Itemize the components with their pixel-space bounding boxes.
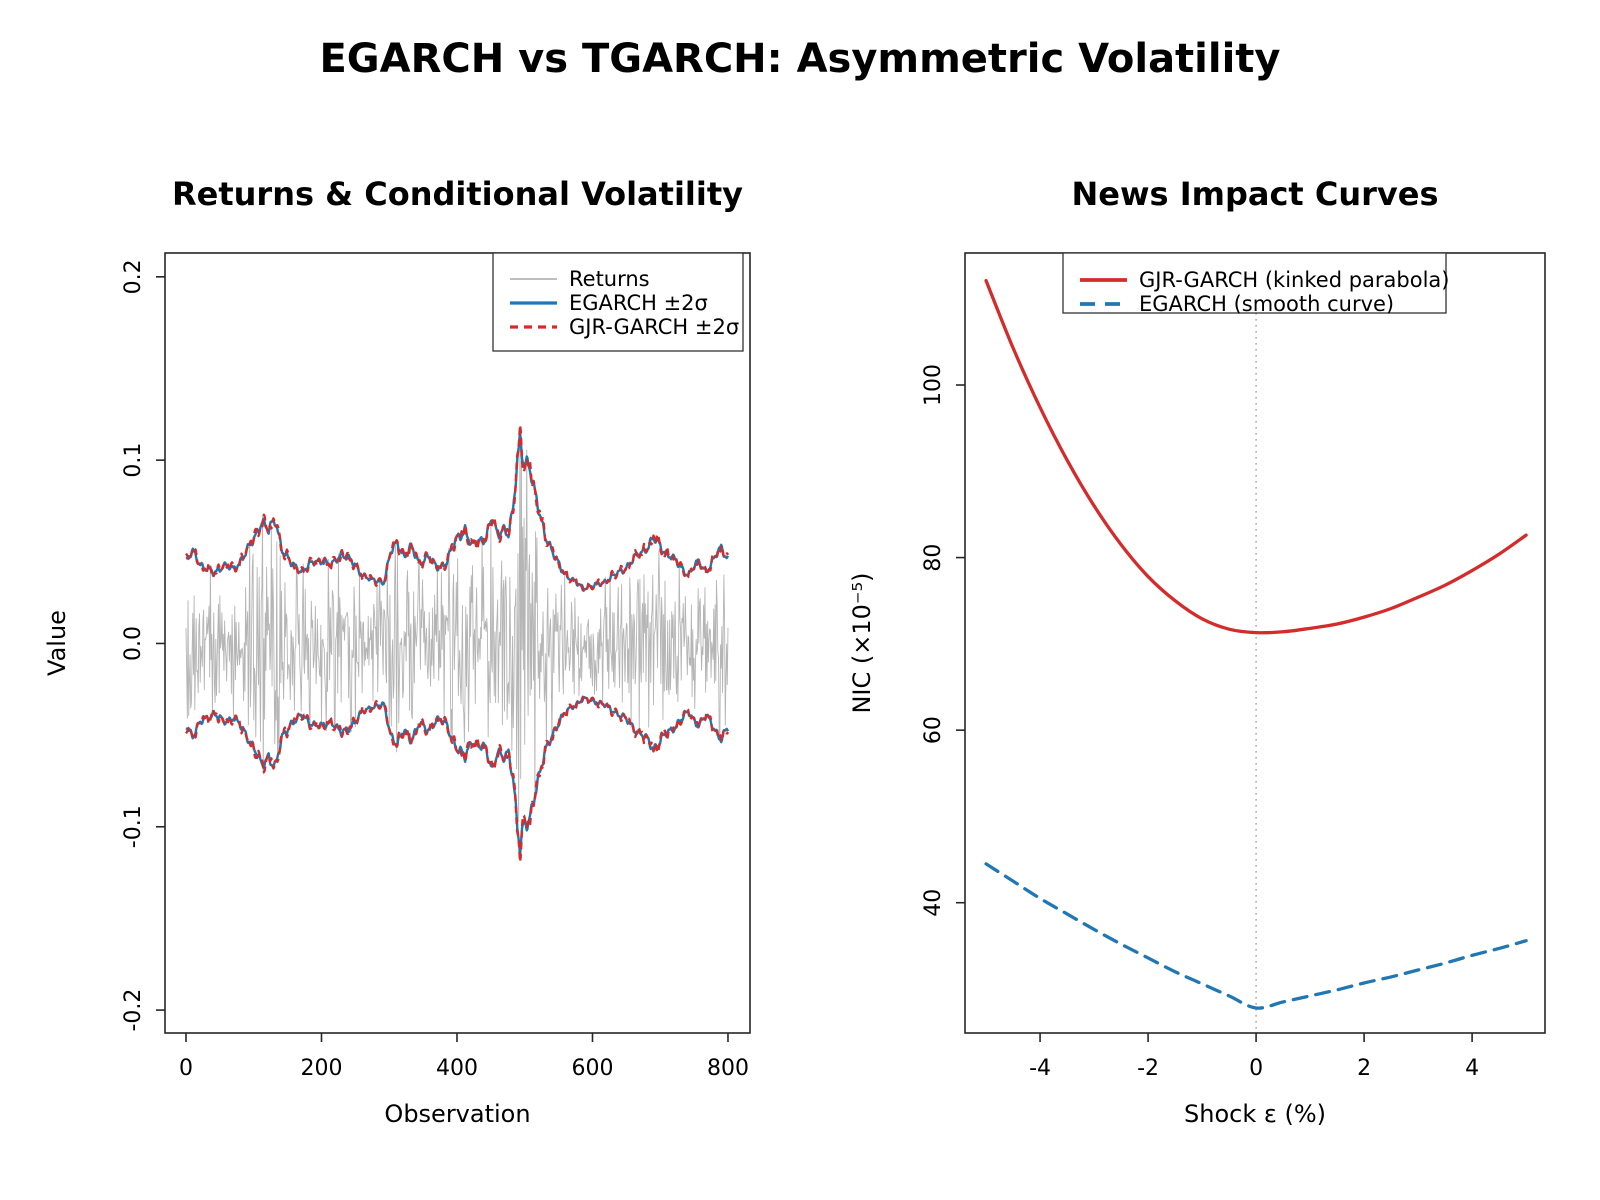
returns-line	[185, 432, 729, 823]
legend-label: EGARCH ±2σ	[569, 291, 708, 315]
gjr-nic-curve	[984, 278, 1528, 635]
x-tick-label: -2	[1137, 1056, 1159, 1081]
y-tick-label: 0.1	[121, 443, 146, 478]
gjr-lower-band	[185, 695, 730, 864]
x-tick-label: 600	[571, 1056, 613, 1081]
plot-box	[964, 252, 1546, 1034]
x-tick-label: -4	[1029, 1056, 1051, 1081]
legend-label: Returns	[569, 267, 650, 291]
y-tick-label: 60	[921, 716, 946, 744]
legend-label: GJR-GARCH ±2σ	[569, 315, 739, 339]
y-tick-label: 0.0	[121, 626, 146, 661]
y-tick-label: 80	[921, 544, 946, 572]
y-tick-label: -0.1	[121, 805, 146, 848]
legend-label: GJR-GARCH (kinked parabola)	[1139, 268, 1449, 292]
x-tick-label: 200	[300, 1056, 342, 1081]
x-tick-label: 400	[436, 1056, 478, 1081]
y-tick-label: 0.2	[121, 259, 146, 294]
right-x-axis-label: Shock ε (%)	[1184, 1100, 1326, 1128]
egarch-upper-band	[185, 430, 730, 592]
x-tick-label: 4	[1465, 1056, 1479, 1081]
left-x-axis-label: Observation	[384, 1100, 531, 1128]
legend-box	[1062, 252, 1447, 314]
x-tick-label: 0	[1249, 1056, 1263, 1081]
x-tick-label: 800	[707, 1056, 749, 1081]
egarch-nic-curve	[984, 862, 1528, 1010]
y-tick-label: 40	[921, 889, 946, 917]
y-tick-label: 100	[921, 364, 946, 406]
legend-label: EGARCH (smooth curve)	[1139, 292, 1394, 316]
right-panel-title: News Impact Curves	[1071, 175, 1439, 213]
egarch-lower-band	[185, 695, 730, 856]
x-tick-label: 0	[179, 1056, 193, 1081]
left-panel-title: Returns & Conditional Volatility	[172, 175, 743, 213]
x-tick-label: 2	[1357, 1056, 1371, 1081]
main-title: EGARCH vs TGARCH: Asymmetric Volatility	[319, 36, 1281, 82]
y-tick-label: -0.2	[121, 989, 146, 1032]
gjr-upper-band	[185, 423, 730, 592]
